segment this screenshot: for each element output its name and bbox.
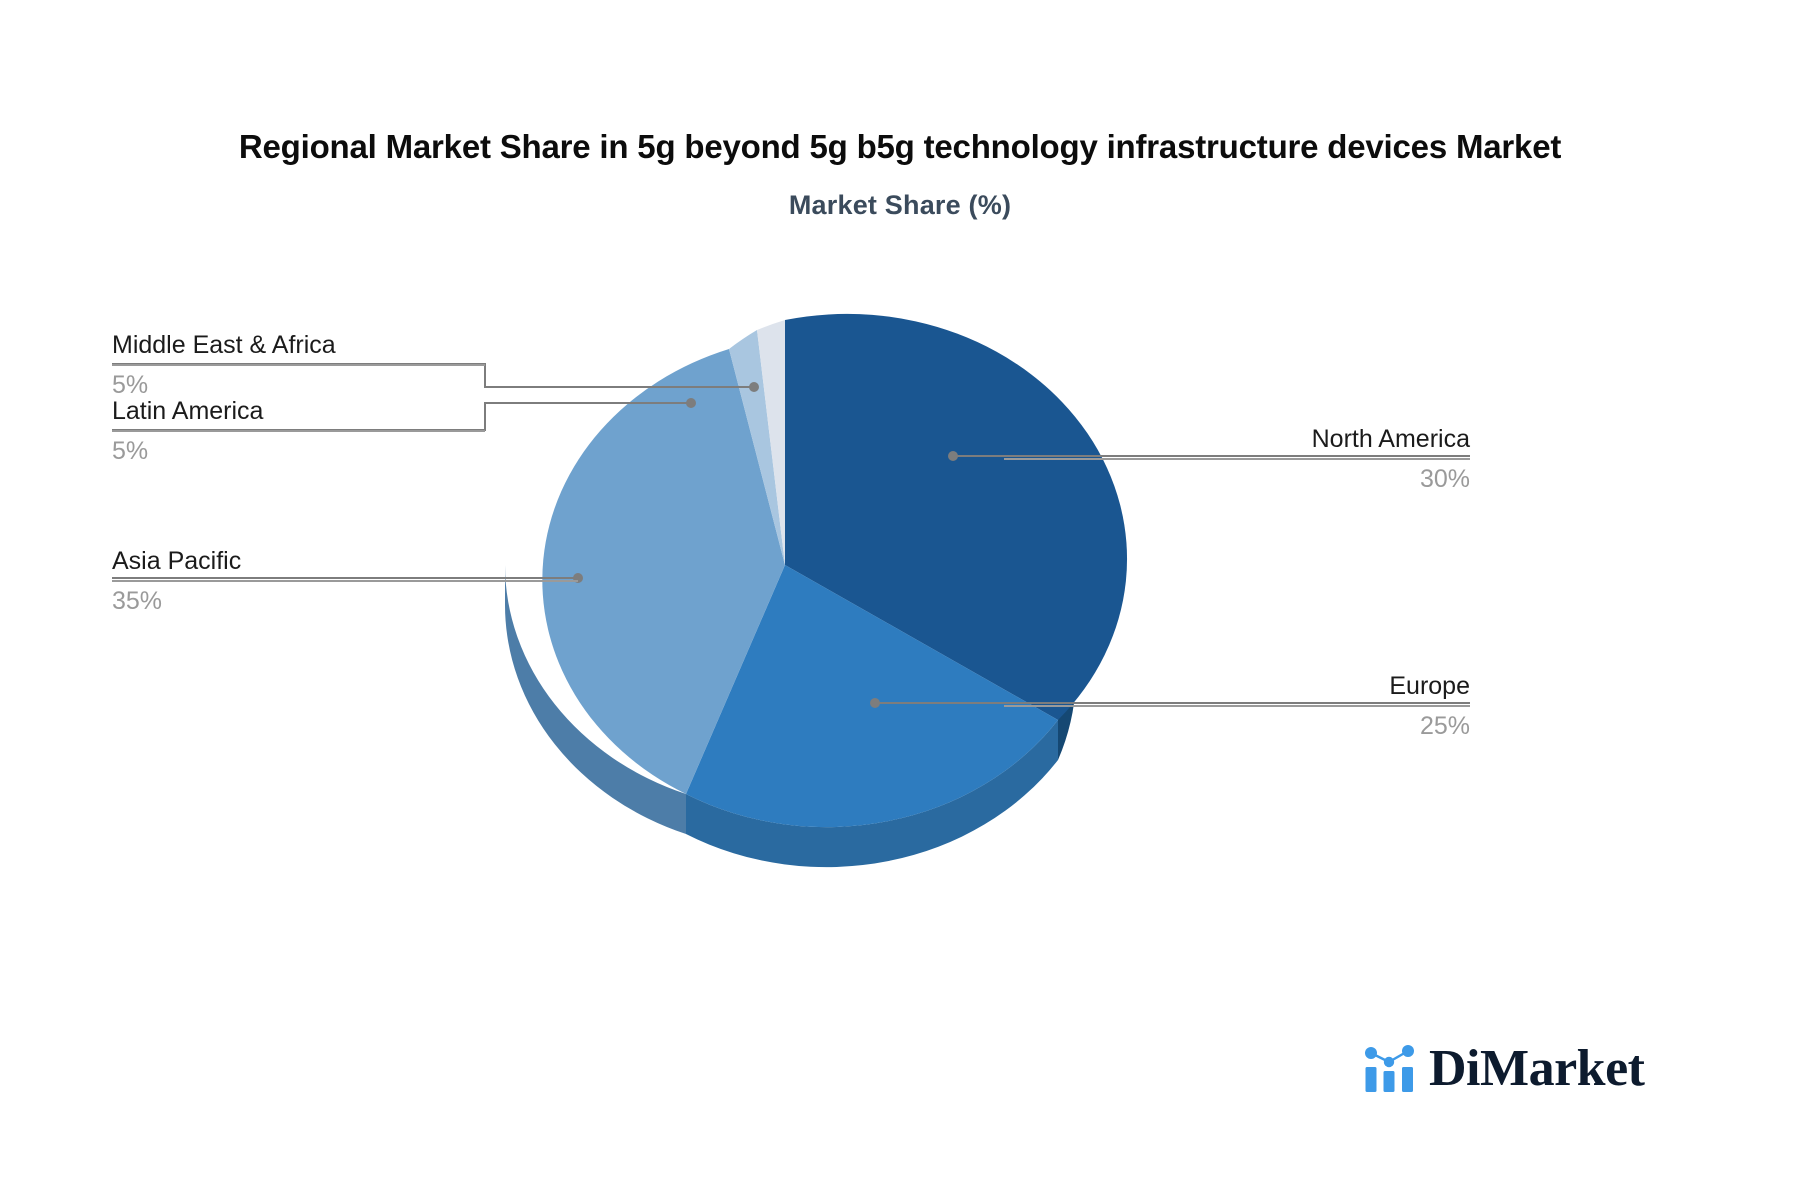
callout-label-asia-pacific: Asia Pacific	[112, 547, 242, 575]
callout-asia-pacific: Asia Pacific 35%	[112, 546, 578, 616]
pie-side-europe	[686, 720, 1058, 868]
callout-rule-middle-east-africa	[112, 364, 485, 366]
chart-title: Regional Market Share in 5g beyond 5g b5…	[238, 128, 1562, 165]
brand-name: DiMarket	[1429, 1040, 1645, 1097]
callout-value-asia-pacific: 35%	[112, 587, 163, 615]
callout-rule-europe	[1004, 705, 1470, 707]
callout-value-north-america: 30%	[1419, 465, 1470, 493]
pie-slice-middle-east-africa[interactable]	[757, 320, 785, 565]
callout-north-america: North America 30%	[1004, 424, 1470, 494]
callout-value-latin-america: 5%	[112, 437, 149, 465]
callout-label-europe: Europe	[1389, 672, 1470, 700]
callout-middle-east-africa: Middle East & Africa 5%	[112, 330, 485, 400]
callout-europe: Europe 25%	[1004, 671, 1470, 741]
callout-rule-latin-america	[112, 430, 485, 432]
pie-slice-latin-america[interactable]	[729, 330, 785, 565]
callout-rule-asia-pacific	[112, 580, 578, 582]
chart-subtitle: Market Share (%)	[788, 190, 1012, 220]
callout-latin-america: Latin America 5%	[112, 396, 485, 466]
callout-value-middle-east-africa: 5%	[112, 371, 149, 399]
brand-logo: DiMarket	[1362, 1040, 1645, 1097]
callout-rule-north-america	[1004, 458, 1470, 460]
bar-chart-logo-icon	[1365, 1045, 1414, 1092]
pie-slice-asia-pacific[interactable]	[542, 349, 785, 794]
callout-label-middle-east-africa: Middle East & Africa	[112, 331, 336, 359]
pie-slice-europe[interactable]	[686, 565, 1058, 828]
pie-slice-north-america[interactable]	[785, 313, 1128, 720]
callout-label-north-america: North America	[1311, 425, 1470, 453]
callout-label-latin-america: Latin America	[112, 397, 264, 425]
callout-value-europe: 25%	[1419, 712, 1470, 740]
